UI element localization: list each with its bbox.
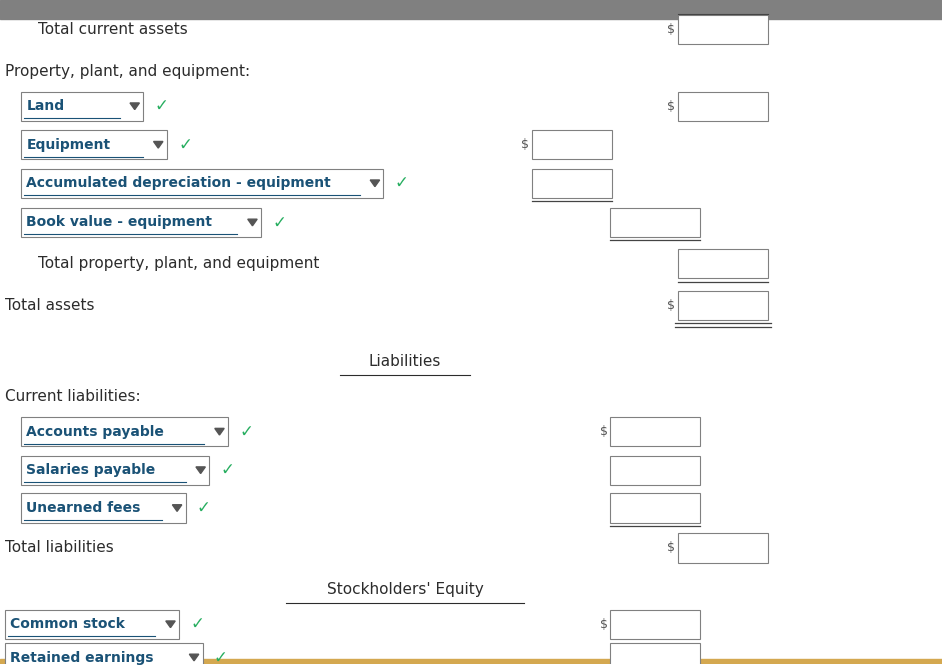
Bar bbox=[678, 249, 768, 279]
Bar bbox=[532, 130, 612, 160]
Text: $: $ bbox=[668, 542, 675, 554]
Polygon shape bbox=[248, 219, 257, 226]
Text: Total current assets: Total current assets bbox=[38, 23, 187, 37]
Text: Salaries payable: Salaries payable bbox=[26, 463, 155, 477]
Text: Unearned fees: Unearned fees bbox=[26, 501, 140, 515]
Text: ✓: ✓ bbox=[197, 499, 211, 517]
Bar bbox=[678, 291, 768, 320]
Text: Common stock: Common stock bbox=[10, 617, 125, 631]
Bar bbox=[532, 169, 612, 198]
Text: Current liabilities:: Current liabilities: bbox=[5, 389, 140, 404]
Bar bbox=[610, 610, 700, 639]
Bar bbox=[678, 533, 768, 562]
Bar bbox=[610, 208, 700, 237]
Bar bbox=[21, 494, 186, 522]
Polygon shape bbox=[166, 621, 175, 628]
Text: ✓: ✓ bbox=[272, 214, 286, 232]
Bar bbox=[610, 417, 700, 446]
Text: ✓: ✓ bbox=[239, 423, 253, 441]
Polygon shape bbox=[130, 103, 139, 110]
Text: Property, plant, and equipment:: Property, plant, and equipment: bbox=[5, 63, 250, 79]
Bar bbox=[678, 15, 768, 45]
Bar bbox=[21, 208, 261, 237]
Text: ✓: ✓ bbox=[190, 615, 204, 633]
Text: Total liabilities: Total liabilities bbox=[5, 540, 113, 555]
Text: ✓: ✓ bbox=[220, 461, 235, 479]
Text: $: $ bbox=[668, 23, 675, 36]
Text: Stockholders' Equity: Stockholders' Equity bbox=[327, 582, 483, 597]
Text: Retained earnings: Retained earnings bbox=[10, 651, 154, 665]
Bar bbox=[0, 0, 942, 19]
Text: Liabilities: Liabilities bbox=[369, 355, 441, 369]
Text: ✓: ✓ bbox=[395, 174, 409, 192]
Text: $: $ bbox=[600, 426, 608, 438]
Bar bbox=[21, 92, 143, 121]
Bar bbox=[21, 169, 383, 198]
Polygon shape bbox=[172, 505, 182, 512]
Text: ✓: ✓ bbox=[178, 136, 192, 154]
Bar bbox=[21, 417, 228, 446]
Bar bbox=[610, 494, 700, 522]
Text: $: $ bbox=[600, 618, 608, 631]
Polygon shape bbox=[154, 142, 163, 148]
Text: Book value - equipment: Book value - equipment bbox=[26, 216, 212, 230]
Bar bbox=[0, 659, 942, 664]
Bar bbox=[21, 456, 209, 485]
Text: $: $ bbox=[668, 100, 675, 113]
Bar bbox=[678, 92, 768, 121]
Text: ✓: ✓ bbox=[154, 98, 169, 116]
Polygon shape bbox=[370, 180, 380, 186]
Text: $: $ bbox=[668, 299, 675, 312]
Bar bbox=[5, 610, 179, 639]
Text: Accumulated depreciation - equipment: Accumulated depreciation - equipment bbox=[26, 176, 332, 190]
Text: ✓: ✓ bbox=[214, 649, 228, 667]
Text: Land: Land bbox=[26, 100, 64, 114]
Text: Equipment: Equipment bbox=[26, 138, 110, 152]
Bar bbox=[5, 643, 203, 668]
Bar bbox=[610, 456, 700, 485]
Bar bbox=[610, 643, 700, 668]
Polygon shape bbox=[196, 467, 205, 474]
Text: $: $ bbox=[522, 138, 529, 151]
Bar bbox=[21, 130, 167, 160]
Text: Total assets: Total assets bbox=[5, 298, 94, 313]
Polygon shape bbox=[215, 428, 224, 435]
Text: Total property, plant, and equipment: Total property, plant, and equipment bbox=[38, 256, 319, 271]
Polygon shape bbox=[189, 654, 199, 661]
Text: Accounts payable: Accounts payable bbox=[26, 425, 164, 439]
